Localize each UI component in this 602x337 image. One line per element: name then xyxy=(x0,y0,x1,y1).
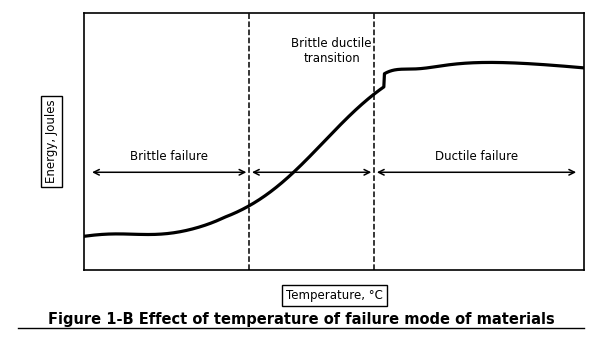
Text: Ductile failure: Ductile failure xyxy=(435,150,518,163)
Text: Brittle ductile
transition: Brittle ductile transition xyxy=(291,37,372,65)
Text: Brittle failure: Brittle failure xyxy=(130,150,208,163)
Text: Temperature, °C: Temperature, °C xyxy=(286,289,382,302)
Text: Figure 1-B Effect of temperature of failure mode of materials: Figure 1-B Effect of temperature of fail… xyxy=(48,312,554,327)
Text: Energy, Joules: Energy, Joules xyxy=(45,100,58,183)
